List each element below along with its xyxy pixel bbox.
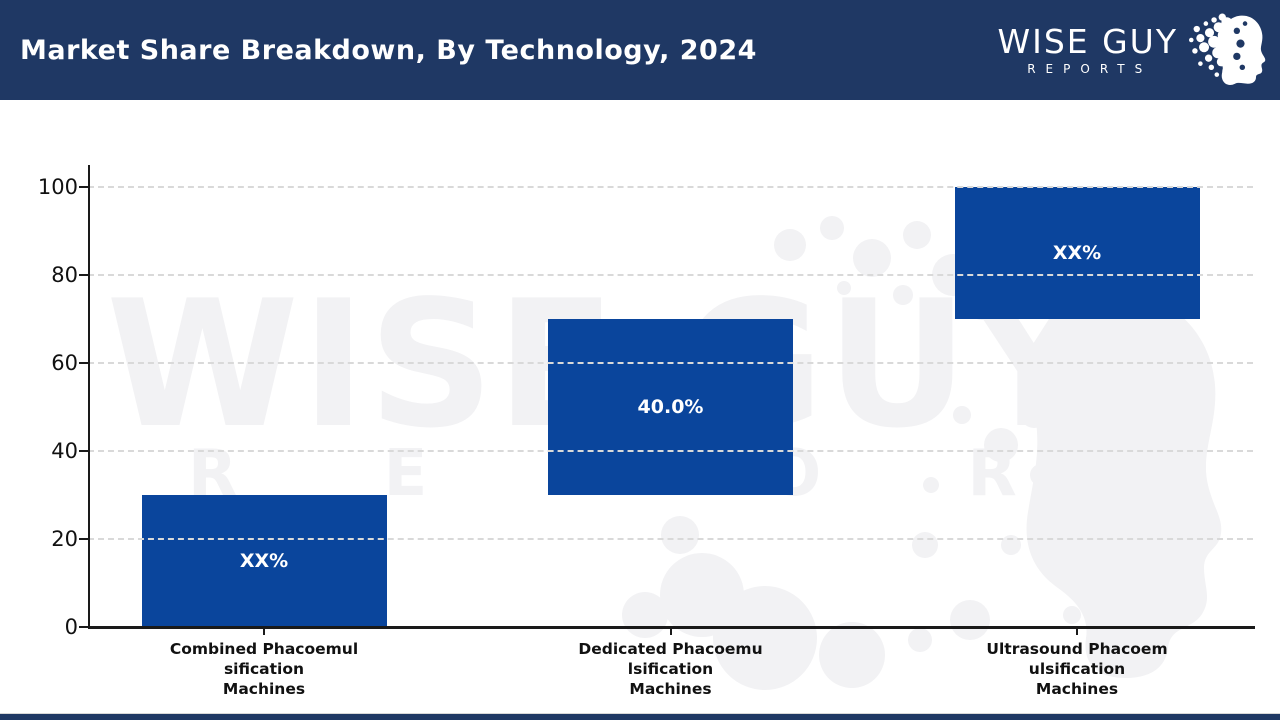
header-bar: Market Share Breakdown, By Technology, 2… <box>0 0 1280 100</box>
category-label-line: lsification <box>627 660 714 678</box>
logo-reports-label: REPORTS <box>1027 61 1153 76</box>
gridline <box>88 273 1253 276</box>
y-tick-label: 0 <box>64 615 78 639</box>
bar-segment: XX% <box>954 186 1200 319</box>
y-tick-mark <box>79 273 88 276</box>
bar-value-label: XX% <box>239 549 289 572</box>
x-tick-mark <box>669 629 672 635</box>
watermark-face-dots-icon <box>622 216 1222 690</box>
category-label-line: Machines <box>629 680 712 698</box>
y-tick-label: 60 <box>51 350 78 375</box>
y-tick-label: 100 <box>37 174 78 199</box>
category-label-line: Machines <box>1035 680 1119 698</box>
category-label-line: Dedicated Phacoemu <box>578 640 763 658</box>
y-tick-label: 20 <box>51 526 78 551</box>
y-tick-label: 40 <box>51 438 78 463</box>
gridline <box>88 185 1253 188</box>
y-tick-mark <box>79 449 88 452</box>
y-tick-mark <box>79 537 88 540</box>
bar-value-label: 40.0% <box>637 395 704 418</box>
footer-bar <box>0 713 1280 720</box>
category-label-line: ulsification <box>1028 660 1126 678</box>
y-tick-mark <box>79 185 88 188</box>
category-label-line: Combined Phacoemul <box>169 640 359 658</box>
category-label: Dedicated Phacoemu lsification Machines <box>511 639 831 699</box>
bar-segment: 40.0% <box>548 318 793 495</box>
category-label-line: Machines <box>222 680 306 698</box>
logo-text: WISE GUY REPORTS <box>997 25 1178 76</box>
wiseguy-logo: WISE GUY REPORTS <box>997 8 1266 92</box>
y-tick-mark <box>79 626 88 628</box>
logo-name: WISE GUY <box>997 21 1178 61</box>
y-axis-line <box>88 165 90 629</box>
logo-face-icon <box>1189 13 1266 85</box>
category-label: Combined Phacoemul sification Machines <box>104 639 424 699</box>
x-tick-mark <box>263 629 265 635</box>
category-label-line: sification <box>223 660 305 678</box>
y-tick-label: 80 <box>51 262 78 287</box>
bar-segment: XX% <box>141 494 387 627</box>
bar-value-label: XX% <box>1052 241 1102 264</box>
x-tick-mark <box>1076 629 1078 635</box>
category-label-line: Ultrasound Phacoem <box>986 640 1168 658</box>
chart-title: Market Share Breakdown, By Technology, 2… <box>20 34 757 66</box>
x-axis-line <box>88 626 1255 629</box>
gridline <box>88 537 1253 540</box>
gridline <box>88 361 1253 364</box>
y-tick-mark <box>79 361 88 364</box>
gridline <box>88 449 1253 452</box>
category-label: Ultrasound Phacoem ulsification Machines <box>917 639 1237 699</box>
